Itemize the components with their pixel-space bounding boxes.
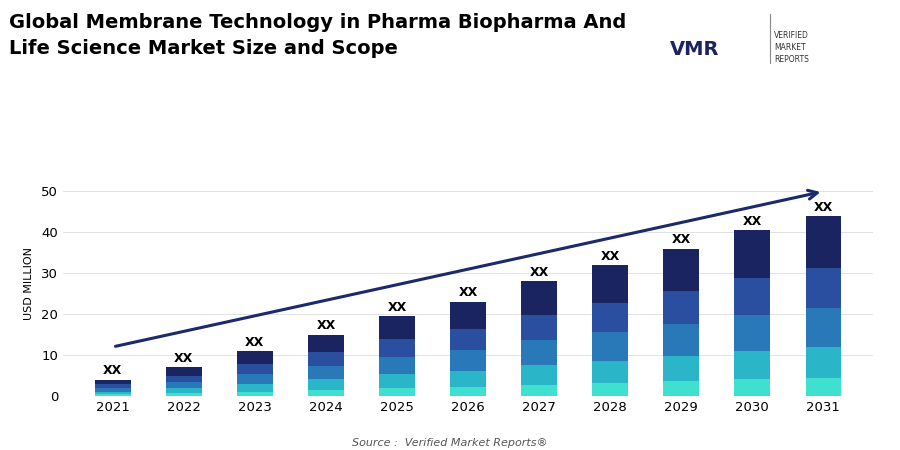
Text: XX: XX <box>316 319 336 332</box>
Bar <box>237 351 273 364</box>
Text: XX: XX <box>458 287 478 299</box>
Bar <box>308 390 344 396</box>
Text: XX: XX <box>104 364 122 377</box>
Bar <box>95 384 130 388</box>
Bar <box>237 364 273 374</box>
Bar <box>95 394 130 396</box>
Bar <box>450 329 486 350</box>
Bar <box>450 302 486 329</box>
Bar <box>592 383 628 396</box>
Bar <box>806 347 841 378</box>
Bar <box>663 249 699 292</box>
Bar <box>592 360 628 383</box>
Bar <box>521 281 557 315</box>
Bar <box>308 352 344 366</box>
Text: XX: XX <box>742 215 761 228</box>
Bar <box>379 388 415 396</box>
Bar <box>308 366 344 379</box>
Text: XX: XX <box>175 352 194 365</box>
Bar <box>166 393 202 396</box>
Text: Global Membrane Technology in Pharma Biopharma And
Life Science Market Size and : Global Membrane Technology in Pharma Bio… <box>9 14 626 58</box>
Bar <box>734 315 770 351</box>
Bar <box>734 379 770 396</box>
Bar <box>95 392 130 394</box>
Bar <box>592 332 628 360</box>
Text: Source :  Verified Market Reports®: Source : Verified Market Reports® <box>352 438 548 448</box>
Bar <box>450 350 486 371</box>
Bar <box>450 387 486 396</box>
Text: XX: XX <box>245 336 265 349</box>
Bar <box>308 379 344 390</box>
Bar <box>806 216 841 268</box>
Bar <box>521 365 557 385</box>
Bar <box>237 384 273 392</box>
Bar <box>379 339 415 357</box>
Bar <box>95 380 130 384</box>
Bar <box>379 374 415 388</box>
Bar <box>450 371 486 387</box>
Bar <box>521 340 557 365</box>
Bar <box>379 316 415 339</box>
Bar <box>308 335 344 352</box>
Bar <box>166 367 202 376</box>
Bar <box>663 356 699 381</box>
Bar <box>806 308 841 347</box>
Text: XX: XX <box>814 201 832 214</box>
Bar <box>592 303 628 332</box>
Text: XX: XX <box>387 301 407 314</box>
Bar <box>379 357 415 374</box>
Bar <box>663 324 699 356</box>
Bar <box>734 230 770 279</box>
Bar <box>166 382 202 388</box>
Y-axis label: USD MILLION: USD MILLION <box>24 247 34 320</box>
Bar <box>806 268 841 308</box>
Bar <box>166 388 202 393</box>
Text: VERIFIED
MARKET
REPORTS: VERIFIED MARKET REPORTS <box>774 32 809 64</box>
Bar <box>166 376 202 382</box>
Bar <box>806 378 841 396</box>
Bar <box>663 381 699 396</box>
Text: VMR: VMR <box>670 40 720 59</box>
Text: XX: XX <box>600 250 620 263</box>
Bar <box>734 351 770 379</box>
Text: XX: XX <box>671 233 691 246</box>
Text: XX: XX <box>529 266 549 279</box>
Bar <box>663 292 699 324</box>
Bar <box>95 388 130 392</box>
Bar <box>734 279 770 315</box>
Bar <box>237 374 273 384</box>
Bar <box>237 392 273 396</box>
Bar <box>521 315 557 340</box>
Bar <box>592 265 628 303</box>
Bar <box>521 385 557 396</box>
